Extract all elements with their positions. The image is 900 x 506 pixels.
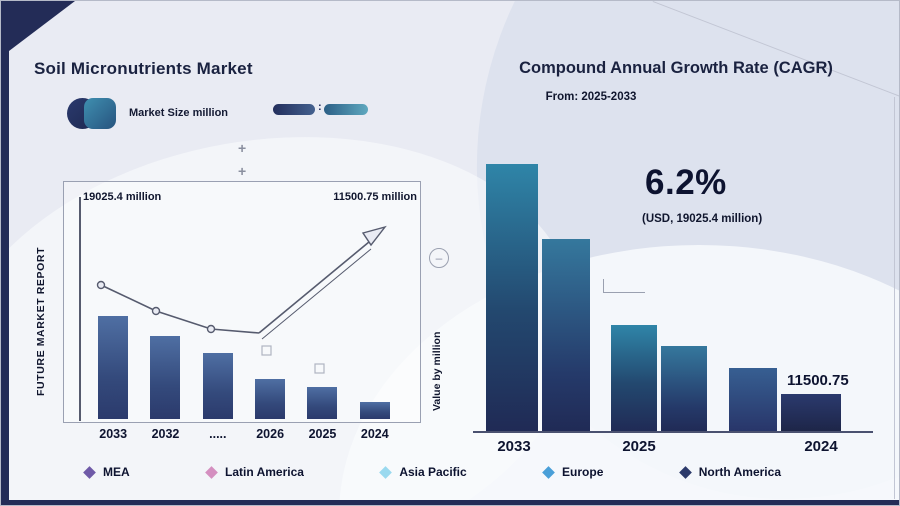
legend-item-latin-america: Latin America bbox=[205, 465, 304, 479]
bar-cell bbox=[296, 304, 348, 419]
legend-label: MEA bbox=[103, 465, 130, 479]
legend-item-asia-pacific: Asia Pacific bbox=[379, 465, 467, 479]
bar-cell bbox=[244, 304, 296, 419]
right-chart-bars bbox=[473, 164, 873, 432]
legend-label: Europe bbox=[562, 465, 604, 479]
market-size-legend-label: Market Size million bbox=[129, 107, 229, 119]
bar-2025-series1 bbox=[611, 324, 657, 432]
left-chart-x-labels: 2033 2032 ..... 2026 2025 2024 bbox=[87, 427, 401, 441]
legend-pill-separator: : bbox=[318, 101, 322, 113]
bar-cell bbox=[87, 304, 139, 419]
bar-2024 bbox=[359, 401, 390, 419]
x-label: 2025 bbox=[622, 438, 656, 455]
left-chart-bars bbox=[87, 304, 401, 419]
bar-intermediate bbox=[202, 353, 233, 419]
bar-2033-series2 bbox=[542, 239, 590, 432]
x-label: 2033 bbox=[99, 427, 128, 441]
right-chart-x-axis bbox=[473, 431, 873, 433]
legend-pill-teal bbox=[324, 104, 368, 115]
corner-triangle-decoration bbox=[9, 1, 75, 51]
step-line-decoration bbox=[603, 279, 645, 293]
bar-cell bbox=[349, 304, 401, 419]
region-legend: MEA Latin America Asia Pacific Europe No… bbox=[83, 465, 781, 479]
diamond-icon bbox=[83, 465, 96, 479]
legend-label: Latin America bbox=[225, 465, 304, 479]
cagr-value: 6.2% bbox=[645, 163, 727, 202]
diamond-icon bbox=[379, 465, 393, 479]
bottom-accent-strip bbox=[1, 500, 899, 505]
market-size-icon bbox=[67, 98, 119, 129]
left-chart-annotation-start: 19025.4 million bbox=[83, 191, 162, 203]
right-chart-subtitle: From: 2025-2033 bbox=[545, 91, 637, 103]
right-edge-line bbox=[894, 97, 895, 499]
circle-minus-decoration-icon: – bbox=[429, 248, 449, 268]
x-label: 2032 bbox=[151, 427, 180, 441]
value-by-million-label: Value by million bbox=[431, 331, 443, 411]
x-label: 2024 bbox=[804, 438, 838, 455]
legend-label: North America bbox=[698, 465, 781, 479]
left-chart-annotation-end: 11500.75 million bbox=[333, 191, 417, 203]
right-chart-title: Compound Annual Growth Rate (CAGR) bbox=[519, 59, 833, 77]
plus-decoration-icon: + bbox=[238, 140, 247, 156]
future-market-report-label: FUTURE MARKET REPORT bbox=[35, 246, 47, 396]
bar-2024-series1 bbox=[729, 367, 777, 432]
x-label: 2024 bbox=[360, 427, 389, 441]
bar-cell bbox=[139, 304, 191, 419]
left-accent-strip bbox=[1, 1, 9, 505]
legend-item-europe: Europe bbox=[542, 465, 604, 479]
plus-decoration-icon: + bbox=[238, 163, 247, 179]
bar-value-label-2024: 11500.75 bbox=[787, 372, 849, 389]
x-label: 2025 bbox=[308, 427, 337, 441]
bar-2026 bbox=[255, 378, 286, 419]
x-label: 2033 bbox=[497, 438, 531, 455]
bar-2025-series2 bbox=[661, 346, 707, 432]
bar-2032 bbox=[150, 336, 181, 419]
legend-pill-navy bbox=[273, 104, 315, 115]
bar-2024-series2 bbox=[781, 394, 841, 432]
x-label: ..... bbox=[209, 427, 227, 441]
diamond-icon bbox=[678, 465, 692, 479]
cagr-detail: (USD, 19025.4 million) bbox=[642, 213, 763, 225]
market-size-icon-front-shape bbox=[84, 98, 116, 129]
bar-cell bbox=[192, 304, 244, 419]
diamond-icon bbox=[542, 465, 555, 479]
left-chart-title: Soil Micronutrients Market bbox=[34, 59, 253, 78]
diamond-icon bbox=[205, 465, 218, 479]
x-label: 2026 bbox=[256, 427, 285, 441]
legend-label: Asia Pacific bbox=[399, 465, 467, 479]
bar-2033-series1 bbox=[486, 164, 538, 432]
minus-glyph: – bbox=[435, 251, 443, 265]
left-chart-y-axis bbox=[79, 197, 81, 421]
legend-item-north-america: North America bbox=[678, 465, 781, 479]
bar-2025 bbox=[307, 386, 338, 419]
legend-item-mea: MEA bbox=[83, 465, 130, 479]
bar-2033 bbox=[98, 315, 129, 419]
